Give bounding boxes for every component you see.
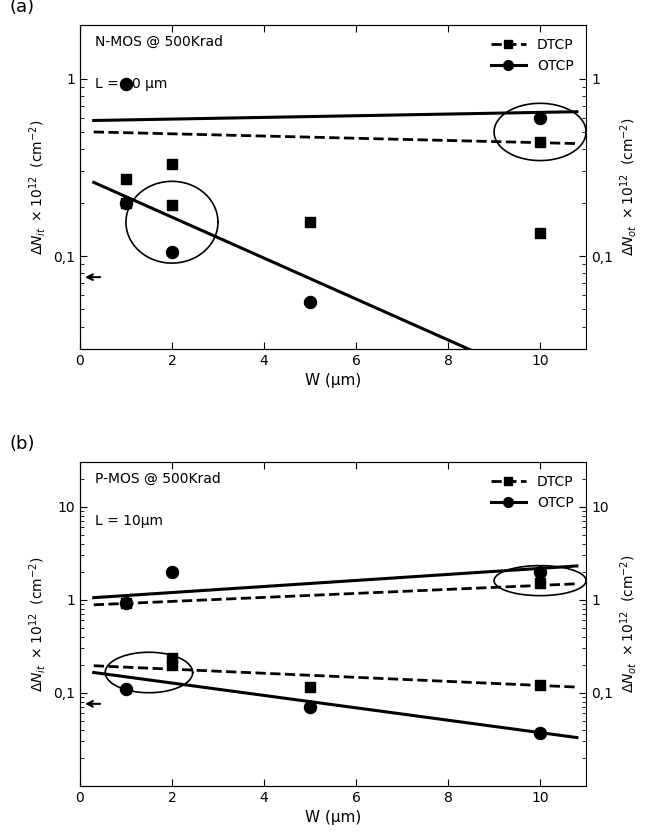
Point: [121, 196, 131, 209]
Point: [535, 679, 545, 692]
Text: L = 10μm: L = 10μm: [95, 514, 163, 528]
Legend: DTCP, OTCP: DTCP, OTCP: [486, 32, 579, 78]
Point: [535, 227, 545, 240]
Point: [121, 682, 131, 696]
Point: [535, 726, 545, 740]
Point: [304, 681, 315, 694]
Legend: DTCP, OTCP: DTCP, OTCP: [486, 469, 579, 515]
Y-axis label: $\Delta N_{ot}\ \times 10^{12}\ \ (\mathrm{cm}^{-2})$: $\Delta N_{ot}\ \times 10^{12}\ \ (\math…: [619, 118, 639, 257]
Point: [535, 350, 545, 364]
Point: [166, 565, 177, 579]
Point: [535, 135, 545, 149]
Point: [166, 658, 177, 671]
Point: [121, 196, 131, 209]
Point: [535, 111, 545, 125]
Point: [535, 577, 545, 590]
Y-axis label: $\Delta N_{it}\ \times 10^{12}\ \ (\mathrm{cm}^{-2})$: $\Delta N_{it}\ \times 10^{12}\ \ (\math…: [27, 120, 47, 255]
X-axis label: W (μm): W (μm): [305, 810, 361, 825]
Text: N-MOS @ 500Krad: N-MOS @ 500Krad: [95, 35, 223, 48]
Point: [121, 78, 131, 91]
Point: [166, 157, 177, 171]
Y-axis label: $\Delta N_{it}\ \times 10^{12}\ \ (\mathrm{cm}^{-2})$: $\Delta N_{it}\ \times 10^{12}\ \ (\math…: [27, 556, 47, 691]
Text: L = 10 μm: L = 10 μm: [95, 77, 167, 91]
Text: (b): (b): [9, 436, 35, 453]
Point: [166, 246, 177, 259]
Point: [121, 173, 131, 186]
Point: [121, 596, 131, 609]
Point: [304, 295, 315, 308]
Text: P-MOS @ 500Krad: P-MOS @ 500Krad: [95, 472, 221, 486]
Point: [166, 198, 177, 212]
X-axis label: W (μm): W (μm): [305, 373, 361, 388]
Point: [304, 216, 315, 229]
Point: [166, 651, 177, 665]
Point: [304, 701, 315, 714]
Point: [535, 565, 545, 579]
Point: [121, 596, 131, 609]
Text: (a): (a): [9, 0, 34, 16]
Y-axis label: $\Delta N_{ot}\ \times 10^{12}\ \ (\mathrm{cm}^{-2})$: $\Delta N_{ot}\ \times 10^{12}\ \ (\math…: [619, 554, 639, 693]
